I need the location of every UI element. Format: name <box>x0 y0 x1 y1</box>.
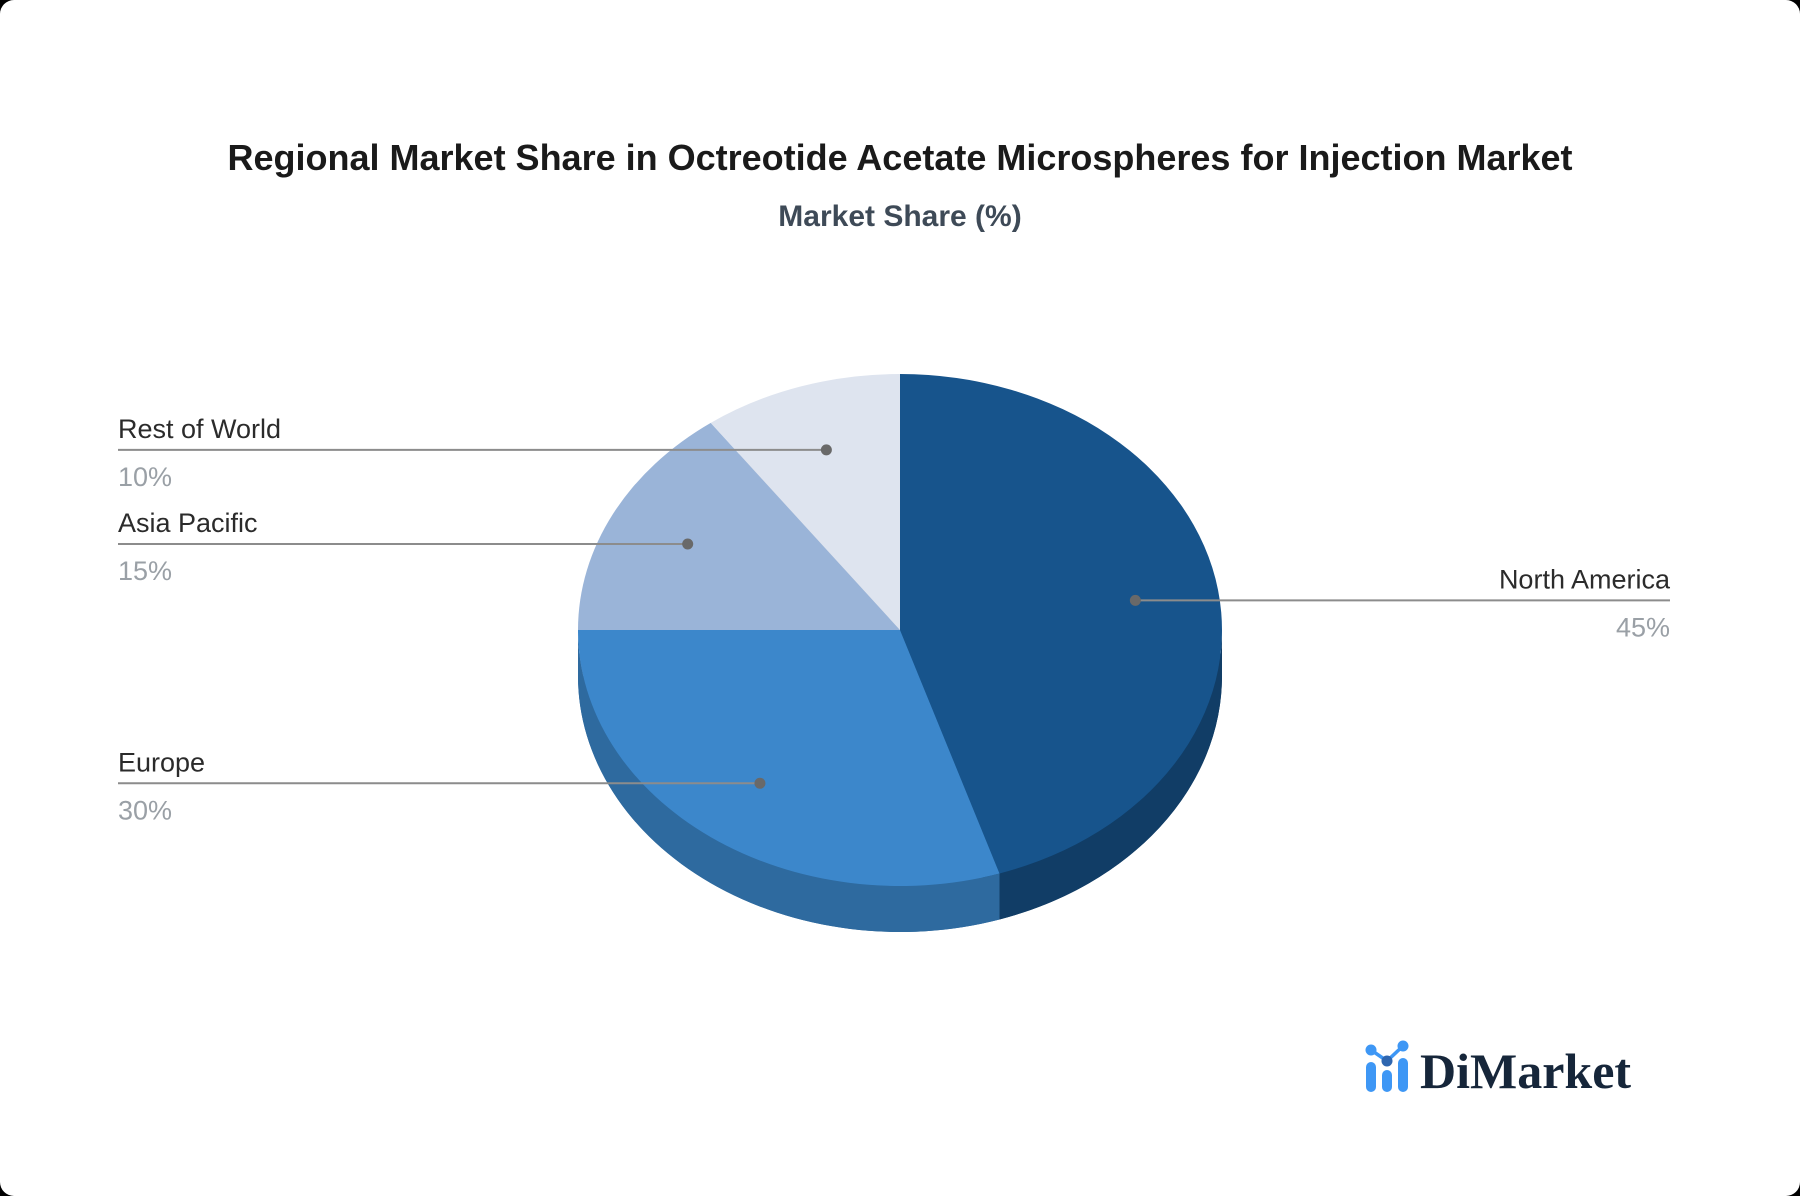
pie-slice-side-europe <box>578 630 1000 932</box>
leader-dot-rest-of-world <box>820 444 832 456</box>
pie-slice-asia-pacific[interactable] <box>577 422 900 630</box>
pie-slice-side-north-america <box>999 630 1222 920</box>
slice-value-asia-pacific: 15% <box>118 556 172 586</box>
pie-slice-europe[interactable] <box>578 630 1000 886</box>
slice-label-north-america: North America <box>1499 564 1671 594</box>
slice-value-north-america: 45% <box>1616 612 1670 642</box>
slice-value-europe: 30% <box>118 795 172 825</box>
chart-title: Regional Market Share in Octreotide Acet… <box>227 137 1572 178</box>
slice-value-rest-of-world: 10% <box>118 462 172 492</box>
pie-slices-group <box>577 374 1222 886</box>
chart-subtitle: Market Share (%) <box>778 200 1021 233</box>
slice-label-asia-pacific: Asia Pacific <box>118 508 258 538</box>
leader-dot-asia-pacific <box>682 538 694 550</box>
leader-dot-north-america <box>1129 594 1141 606</box>
logo-chart-icon <box>1365 1040 1409 1092</box>
slice-label-rest-of-world: Rest of World <box>118 414 281 444</box>
pie-3d-side-group <box>578 630 1222 932</box>
logo-text: DiMarket <box>1420 1043 1631 1099</box>
pie-labels-group: North America 45% Europe 30% Asia Pacific 15%… <box>118 414 1671 825</box>
pie-slice-north-america[interactable] <box>900 374 1222 874</box>
slice-label-europe: Europe <box>118 747 205 777</box>
pie-slice-rest-of-world[interactable] <box>710 374 900 630</box>
leader-dot-europe <box>754 777 766 789</box>
dimarket-logo: DiMarket <box>1365 1040 1631 1099</box>
